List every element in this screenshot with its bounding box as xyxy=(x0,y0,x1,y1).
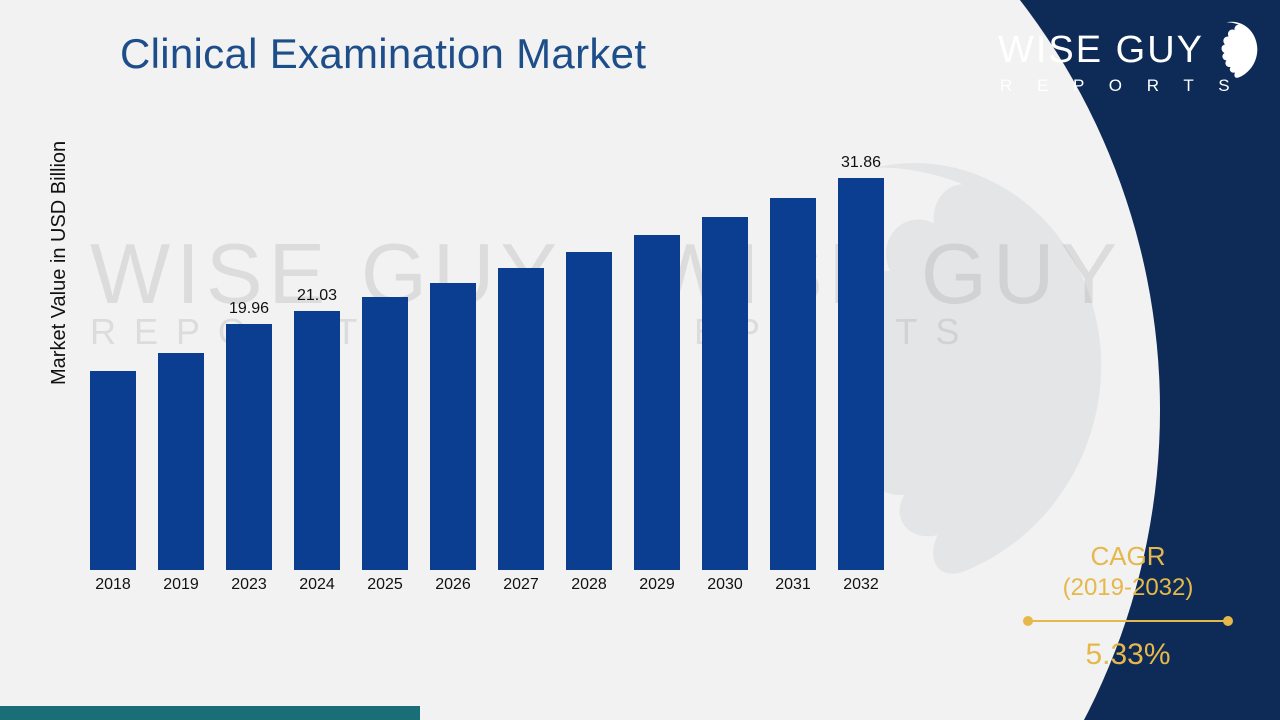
cagr-divider xyxy=(1028,620,1228,622)
cagr-label: CAGR xyxy=(1008,541,1248,572)
x-category-label: 2025 xyxy=(350,576,420,594)
chart-bar xyxy=(226,324,272,570)
x-category-label: 2024 xyxy=(282,576,352,594)
x-category-label: 2029 xyxy=(622,576,692,594)
x-category-label: 2018 xyxy=(78,576,148,594)
x-category-label: 2027 xyxy=(486,576,556,594)
x-category-label: 2031 xyxy=(758,576,828,594)
chart-plot-area: 20182019202319.96202421.0320252026202720… xyxy=(90,170,910,570)
chart-bar xyxy=(294,311,340,570)
bar-value-label: 19.96 xyxy=(214,300,284,318)
stage: Clinical Examination Market WISE GUY REP… xyxy=(0,0,1280,720)
chart-bar xyxy=(362,297,408,570)
chart-bar xyxy=(90,371,136,570)
page-title: Clinical Examination Market xyxy=(120,30,646,78)
logo-text-line1: WISE GUY xyxy=(998,29,1204,72)
chart-bar xyxy=(770,198,816,570)
logo-head-icon xyxy=(1210,20,1262,80)
x-category-label: 2030 xyxy=(690,576,760,594)
chart-bar xyxy=(430,283,476,570)
chart-bar xyxy=(634,235,680,570)
x-category-label: 2023 xyxy=(214,576,284,594)
y-axis-label: Market Value in USD Billion xyxy=(48,141,71,385)
chart-bar xyxy=(702,217,748,570)
bar-value-label: 31.86 xyxy=(826,154,896,172)
x-category-label: 2028 xyxy=(554,576,624,594)
x-category-label: 2032 xyxy=(826,576,896,594)
chart-bar xyxy=(838,178,884,570)
bar-chart: 20182019202319.96202421.0320252026202720… xyxy=(90,170,910,600)
bottom-accent-bar xyxy=(0,706,420,720)
x-category-label: 2026 xyxy=(418,576,488,594)
chart-bar xyxy=(498,268,544,570)
chart-bar xyxy=(158,353,204,570)
cagr-range: (2019-2032) xyxy=(1008,574,1248,602)
chart-bar xyxy=(566,252,612,570)
brand-logo: WISE GUY R E P O R T S xyxy=(998,20,1262,96)
cagr-panel: CAGR (2019-2032) 5.33% xyxy=(1008,541,1248,672)
x-category-label: 2019 xyxy=(146,576,216,594)
bar-value-label: 21.03 xyxy=(282,287,352,305)
logo-text-line2: R E P O R T S xyxy=(1000,76,1262,96)
cagr-value: 5.33% xyxy=(1008,638,1248,672)
